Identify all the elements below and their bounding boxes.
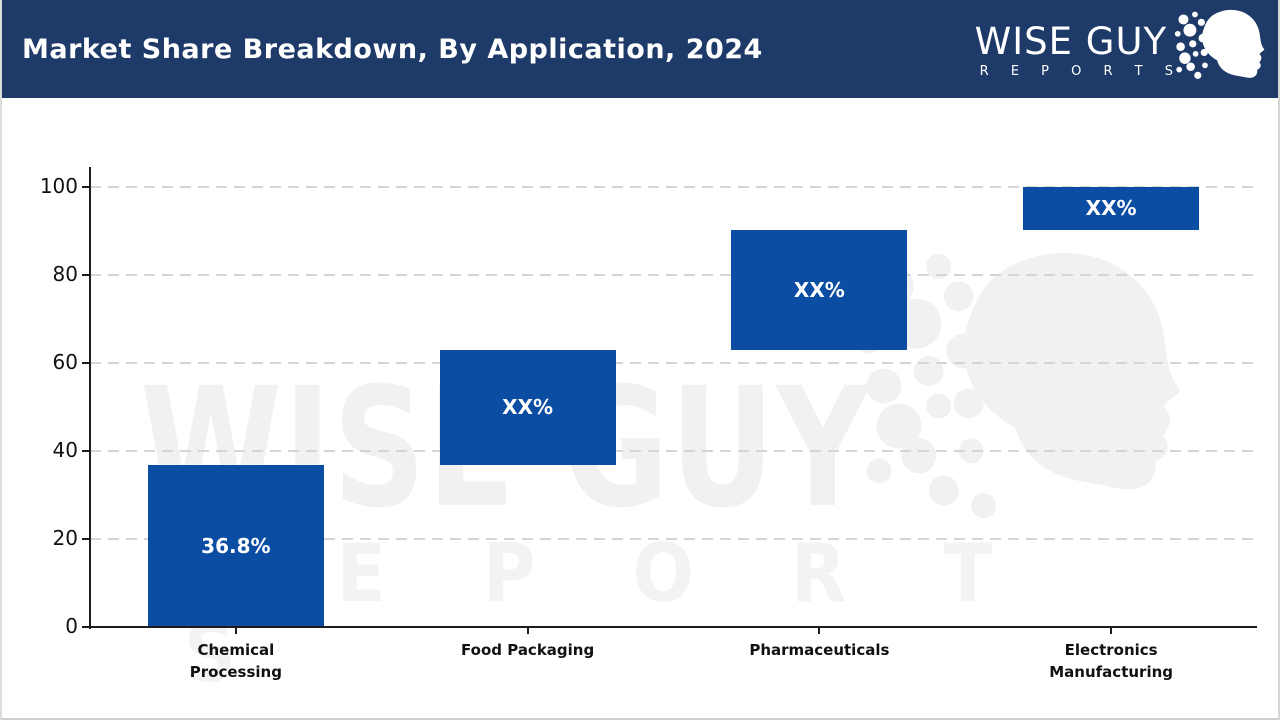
- x-tick-mark: [526, 627, 529, 634]
- x-tick-label: Pharmaceuticals: [749, 641, 890, 659]
- y-tick-label: 100: [39, 174, 78, 198]
- bar: 36.8%: [147, 465, 324, 627]
- gridline: [90, 538, 1257, 540]
- y-tick-mark: [82, 626, 90, 628]
- y-tick-label: 60: [52, 350, 78, 374]
- bar: XX%: [731, 229, 908, 350]
- logo: WISE GUY R E P O R T S: [975, 7, 1268, 95]
- bar-value-label: XX%: [793, 277, 845, 302]
- gridline: [90, 362, 1257, 364]
- x-tick-label: Food Packaging: [461, 641, 595, 659]
- bar: XX%: [1023, 187, 1200, 230]
- logo-text: WISE GUY R E P O R T S: [975, 23, 1182, 79]
- bar-value-label: XX%: [502, 395, 554, 420]
- gridline: [90, 186, 1257, 188]
- bar-value-label: XX%: [1085, 196, 1137, 221]
- x-tick-mark: [818, 627, 821, 634]
- logo-sub: R E P O R T S: [979, 64, 1182, 79]
- y-tick-mark: [82, 450, 90, 452]
- y-tick-mark: [82, 538, 90, 540]
- y-tick-label: 80: [52, 262, 78, 286]
- y-tick-mark: [82, 274, 90, 276]
- header: Market Share Breakdown, By Application, …: [2, 0, 1278, 98]
- y-tick-label: 0: [65, 614, 78, 638]
- y-tick-mark: [82, 362, 90, 364]
- x-tick-label: Electronics Manufacturing: [1049, 641, 1173, 681]
- bar-value-label: 36.8%: [201, 534, 271, 559]
- x-tick-mark: [234, 627, 237, 634]
- y-tick-mark: [82, 186, 90, 188]
- gridline: [90, 274, 1257, 276]
- bar: XX%: [439, 349, 616, 466]
- y-tick-label: 40: [52, 438, 78, 462]
- x-axis: [89, 626, 1257, 628]
- y-axis: [89, 167, 91, 629]
- x-tick-mark: [1110, 627, 1113, 634]
- x-tick-label: Chemical Processing: [189, 641, 282, 681]
- gridline: [90, 450, 1257, 452]
- y-tick-label: 20: [52, 526, 78, 550]
- page-title: Market Share Breakdown, By Application, …: [22, 33, 763, 65]
- logo-head-icon: [1174, 9, 1265, 79]
- logo-name: WISE GUY: [974, 20, 1168, 63]
